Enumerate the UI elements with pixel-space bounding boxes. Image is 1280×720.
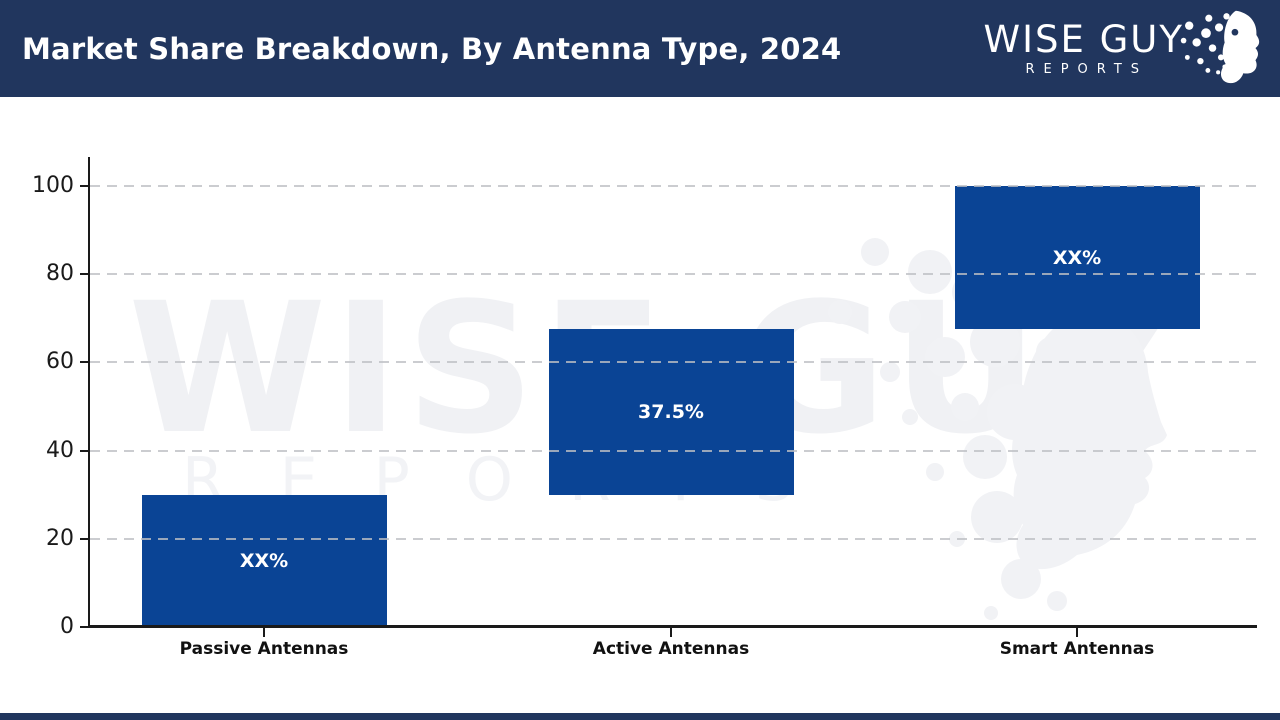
bar-value-label: 37.5%: [638, 401, 704, 423]
y-tick-mark-80: [80, 273, 88, 276]
footer-bar: [0, 713, 1280, 720]
brand-logo-text: WISE GUY REPORTS: [984, 21, 1184, 77]
watermark-face-icon: [828, 238, 1167, 620]
x-tick-mark: [670, 628, 672, 637]
gridline-y-80: [90, 273, 1257, 276]
y-tick-label-80: 80: [46, 261, 74, 287]
x-tick-mark: [1076, 628, 1078, 637]
brand-logo: WISE GUY REPORTS: [984, 7, 1280, 91]
y-tick-mark-60: [80, 361, 88, 364]
y-tick-mark-100: [80, 185, 88, 187]
y-tick-label-0: 0: [60, 614, 74, 639]
dotted-face-icon: [1180, 10, 1260, 83]
y-tick-label-20: 20: [46, 525, 74, 551]
x-category-label: Active Antennas: [592, 639, 750, 659]
y-tick-mark-0: [80, 626, 88, 628]
y-tick-mark-20: [80, 537, 88, 540]
bar-passive-antennas: [141, 494, 387, 627]
brand-name: WISE GUY: [983, 17, 1184, 61]
chart-area: WISE GUY REPORTS 020406080100XX%Passive …: [0, 97, 1280, 713]
bar-active-antennas: [548, 329, 794, 495]
y-tick-label-40: 40: [46, 437, 74, 463]
gridline-y-60: [90, 361, 1257, 364]
x-axis-line: [88, 625, 1257, 628]
y-axis-line: [88, 157, 90, 627]
x-tick-mark: [263, 628, 265, 637]
gridline-y-100: [90, 185, 1257, 187]
bar-value-label: XX%: [239, 549, 289, 572]
gridline-y-20: [90, 537, 1257, 540]
brand-subtitle: REPORTS: [1025, 61, 1149, 77]
y-tick-label-100: 100: [32, 173, 74, 198]
bar-smart-antennas: [954, 186, 1200, 330]
header-bar: Market Share Breakdown, By Antenna Type,…: [0, 0, 1280, 97]
x-category-label: Passive Antennas: [179, 639, 349, 659]
y-tick-mark-40: [80, 449, 88, 452]
page-title: Market Share Breakdown, By Antenna Type,…: [22, 31, 842, 66]
gridline-y-40: [90, 449, 1257, 452]
y-tick-label-60: 60: [46, 349, 74, 375]
bar-value-label: XX%: [1052, 246, 1102, 269]
x-category-label: Smart Antennas: [999, 639, 1155, 659]
